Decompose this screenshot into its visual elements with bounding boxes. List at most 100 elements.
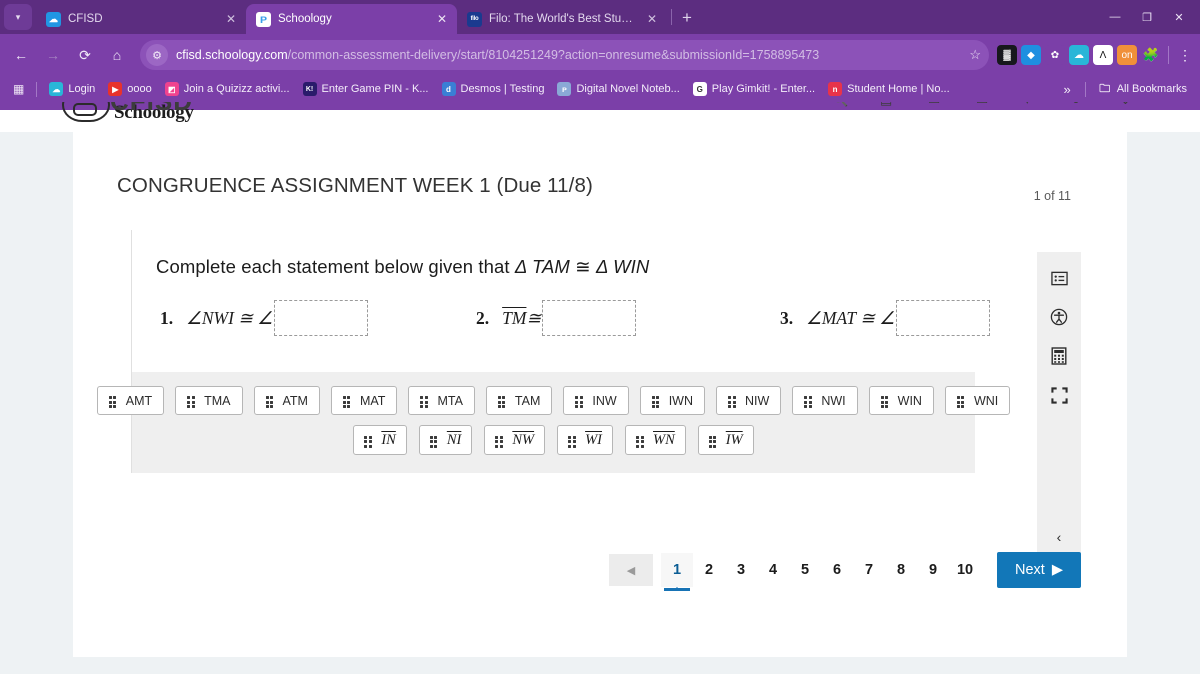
answer-chip[interactable]: INW (563, 386, 629, 415)
groups-icon[interactable]: ▭ (928, 102, 948, 108)
drag-handle-icon[interactable] (187, 396, 196, 408)
tab-search-button[interactable]: ▾ (4, 4, 32, 30)
back-button[interactable]: ← (14, 47, 28, 63)
home-button[interactable]: ⌂ (112, 47, 122, 63)
drag-handle-icon[interactable] (108, 396, 118, 408)
bookmark-digital-novel[interactable]: ᴘ Digital Novel Noteb... (552, 80, 684, 98)
drag-handle-icon[interactable] (804, 396, 813, 408)
drag-handle-icon[interactable] (636, 435, 645, 448)
answer-blank-1[interactable] (274, 300, 368, 336)
avatar[interactable]: ◕ (1072, 102, 1092, 108)
drag-handle-icon[interactable] (568, 435, 577, 448)
page-number-button[interactable]: 6 (832, 562, 842, 578)
page-number-button[interactable]: 4 (768, 562, 778, 578)
site-settings-icon[interactable]: ⚙ (146, 44, 168, 66)
page-number-button[interactable]: 7 (864, 562, 874, 578)
browser-tab-schoology[interactable]: ᴘ Schoology ✕ (246, 4, 457, 34)
answer-chip[interactable]: NWI (792, 386, 858, 415)
drag-handle-icon[interactable] (651, 396, 661, 408)
answer-blank-3[interactable] (895, 300, 990, 336)
bookmarks-overflow-button[interactable]: » (1063, 81, 1071, 97)
next-button[interactable]: Next ▶ (997, 552, 1081, 588)
close-icon[interactable]: ✕ (436, 12, 448, 26)
chevron-down-icon[interactable]: ⌄ (1120, 102, 1140, 108)
extension-colorwheel-icon[interactable]: ✿ (1045, 45, 1065, 65)
drag-handle-icon[interactable] (497, 396, 507, 408)
answer-chip[interactable]: WIN (868, 386, 934, 415)
bookmark-desmos[interactable]: d Desmos | Testing (437, 80, 550, 98)
bookmark-gimkit[interactable]: G Play Gimkit! - Enter... (688, 80, 820, 98)
extension-on-icon[interactable]: on (1117, 45, 1137, 65)
answer-chip[interactable]: NIW (716, 386, 782, 415)
answer-chip[interactable]: TMA (175, 386, 243, 415)
address-bar[interactable]: ⚙ cfisd.schoology.com/common-assessment-… (140, 40, 989, 70)
page-number-button[interactable]: 3 (736, 562, 746, 578)
drag-handle-icon[interactable] (728, 396, 737, 408)
extensions-puzzle-icon[interactable]: 🧩 (1142, 47, 1160, 62)
drag-handle-icon[interactable] (495, 435, 504, 448)
resources-icon[interactable]: ▭ (976, 102, 996, 108)
notifications-icon[interactable]: ▾ (1024, 102, 1044, 108)
calculator-icon[interactable] (1047, 344, 1071, 368)
forward-button[interactable]: → (46, 47, 60, 63)
answer-chip[interactable]: IWN (639, 386, 706, 415)
chevron-left-icon[interactable]: ‹ (1056, 529, 1062, 545)
all-bookmarks-button[interactable]: 🗀 All Bookmarks (1093, 80, 1192, 98)
answer-chip[interactable]: MAT (330, 386, 398, 415)
window-close-button[interactable]: ✕ (1174, 11, 1184, 24)
bookmark-star-icon[interactable]: ☆ (969, 47, 981, 62)
answer-chip[interactable]: WI (557, 425, 613, 455)
browser-tab-cfisd[interactable]: ☁ CFISD ✕ (36, 4, 246, 34)
answer-chip[interactable]: MTA (408, 386, 475, 415)
bookmark-kahoot[interactable]: K! Enter Game PIN - K... (298, 80, 434, 98)
answer-chip[interactable]: IN (353, 425, 407, 455)
browser-tab-filo[interactable]: filo Filo: The World's Best Study He ✕ (457, 4, 667, 34)
accessibility-icon[interactable] (1047, 305, 1071, 329)
extension-blue-diamond-icon[interactable]: ◆ (1021, 45, 1041, 65)
drag-handle-icon[interactable] (429, 435, 439, 448)
close-icon[interactable]: ✕ (646, 12, 658, 26)
minimize-button[interactable]: — (1109, 11, 1121, 23)
answer-chip[interactable]: IW (697, 425, 754, 455)
drag-handle-icon[interactable] (956, 396, 966, 408)
answer-chip[interactable]: AMT (96, 386, 165, 415)
browser-menu-button[interactable]: ⋮ (1178, 46, 1192, 63)
bookmark-login[interactable]: ☁ Login (44, 80, 100, 98)
page-number-button[interactable]: 10 (956, 562, 974, 578)
drag-handle-icon[interactable] (364, 435, 373, 448)
search-icon[interactable]: 🔍 (832, 102, 852, 108)
drag-handle-icon[interactable] (575, 396, 584, 408)
drag-handle-icon[interactable] (708, 435, 718, 448)
drag-handle-icon[interactable] (420, 396, 429, 408)
answer-chip[interactable]: NW (484, 425, 546, 455)
page-number-button[interactable]: 5 (800, 562, 810, 578)
fullscreen-icon[interactable] (1047, 383, 1071, 407)
maximize-button[interactable]: ❐ (1142, 11, 1152, 24)
answer-blank-2[interactable] (542, 300, 637, 336)
extension-cyan-icon[interactable]: ☁ (1069, 45, 1089, 65)
question-list-icon[interactable] (1047, 266, 1071, 290)
answer-chip[interactable]: WNI (944, 386, 1011, 415)
answer-chip[interactable]: NI (418, 425, 473, 455)
extension-grammarly-icon[interactable]: Λ (1093, 45, 1113, 65)
previous-page-button[interactable]: ◀ (609, 554, 654, 586)
bookmark-student-home[interactable]: n Student Home | No... (823, 80, 955, 98)
apps-grid-icon[interactable]: ▦ (13, 82, 25, 96)
reload-button[interactable]: ⟳ (79, 46, 91, 63)
schoology-logo[interactable]: Schoology (62, 102, 194, 122)
courses-icon[interactable]: ▤ (880, 102, 900, 108)
answer-chip[interactable]: TAM (485, 386, 553, 415)
page-number-button[interactable]: 1 (661, 553, 694, 591)
extension-dark-icon[interactable]: ▓ (997, 45, 1017, 65)
bookmark-oooo[interactable]: ▶ oooo (103, 80, 156, 98)
page-number-button[interactable]: 8 (896, 562, 906, 578)
drag-handle-icon[interactable] (342, 396, 352, 408)
answer-chip[interactable]: ATM (253, 386, 320, 415)
page-number-button[interactable]: 2 (704, 562, 714, 578)
page-number-button[interactable]: 9 (928, 562, 938, 578)
new-tab-button[interactable]: + (682, 8, 692, 27)
bookmark-quizizz[interactable]: ◩ Join a Quizizz activi... (160, 80, 295, 98)
close-icon[interactable]: ✕ (225, 12, 237, 26)
drag-handle-icon[interactable] (265, 396, 275, 408)
answer-chip[interactable]: WN (625, 425, 686, 455)
